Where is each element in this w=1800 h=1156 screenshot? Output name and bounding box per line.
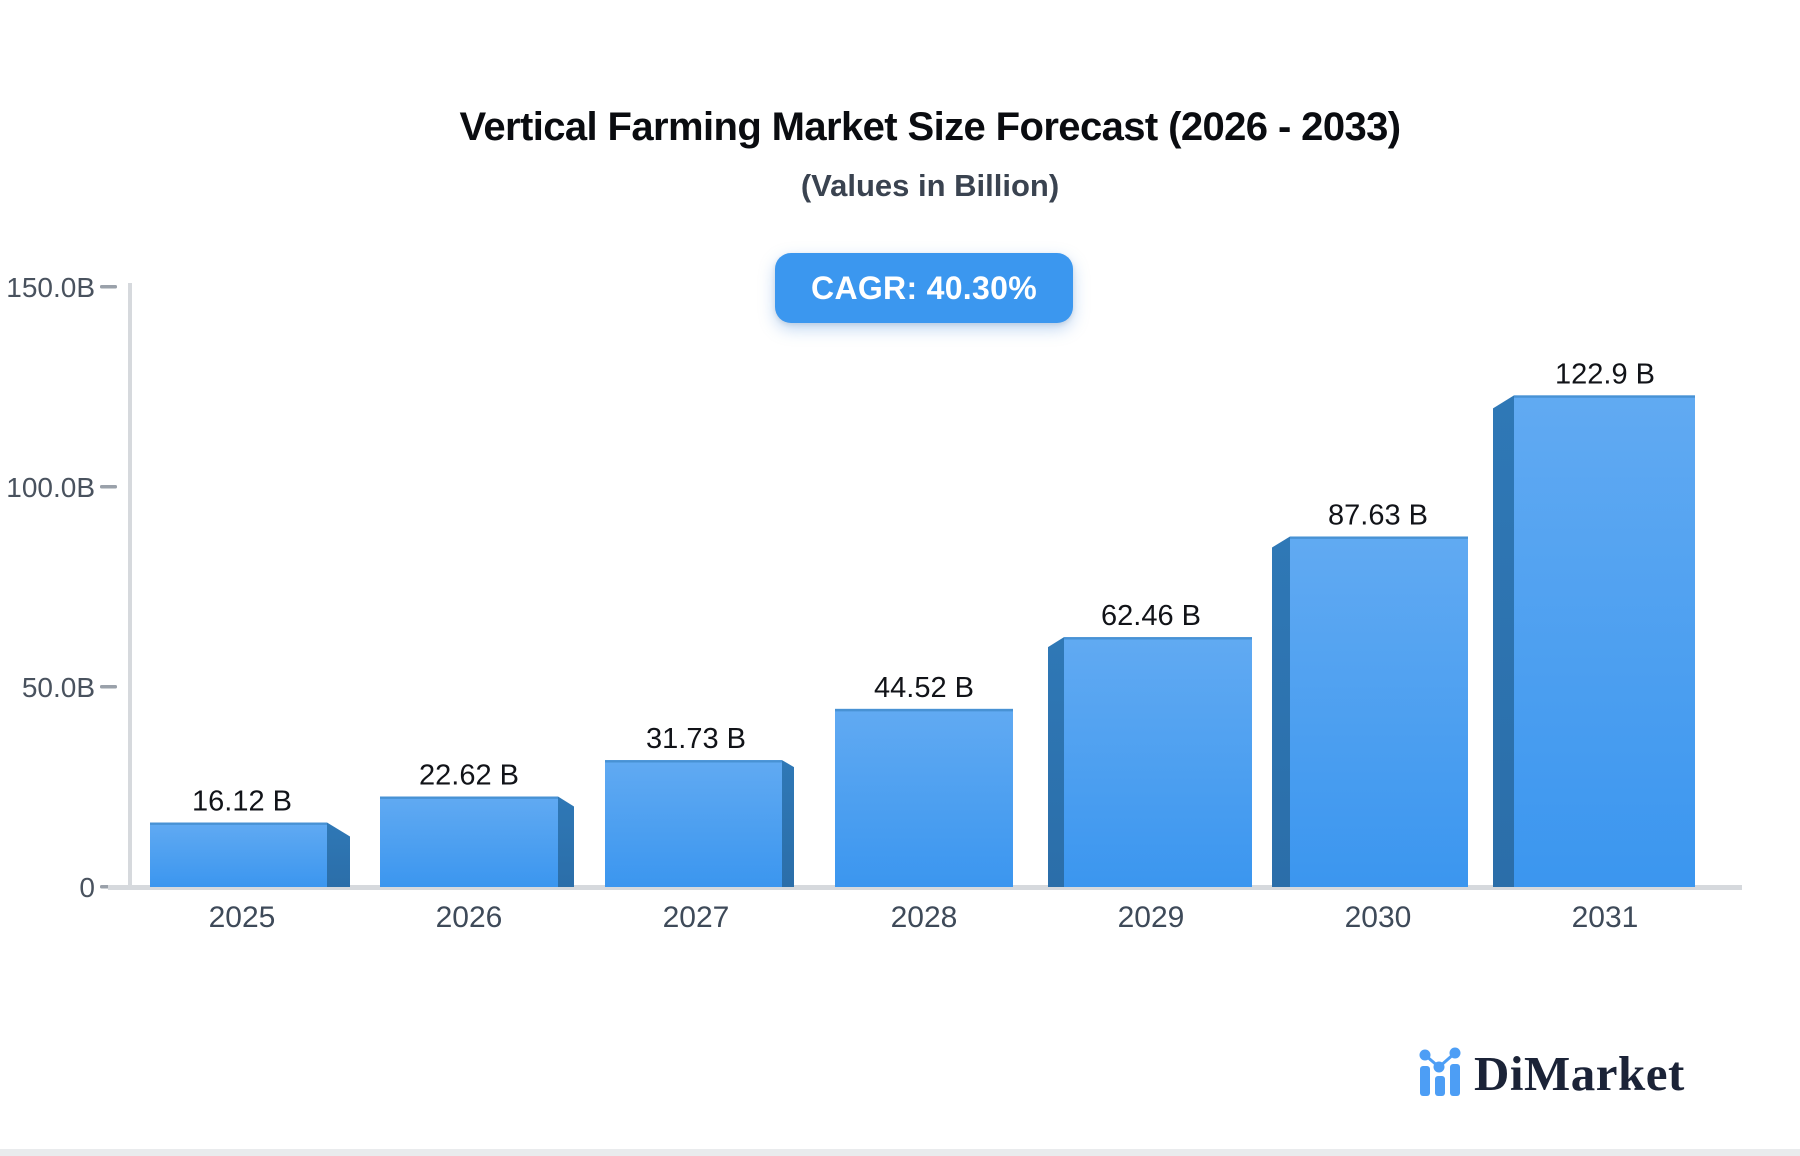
bar-side-2027 [782, 760, 794, 887]
x-tick-label: 2027 [663, 901, 730, 934]
dimarket-logo: DiMarket [1418, 1038, 1685, 1100]
x-tick-label: 2031 [1572, 901, 1639, 934]
bar-body-2028 [835, 708, 1013, 887]
bar-value-label: 87.63 B [1328, 499, 1428, 531]
chart-subtitle: (Values in Billion) [800, 168, 1060, 203]
y-tick-label: 50.0B [22, 672, 95, 703]
bar-side-2031 [1493, 395, 1514, 887]
bar-body-2029 [1064, 637, 1252, 887]
x-tick-label: 2028 [891, 901, 958, 934]
cagr-badge-label: CAGR: 40.30% [811, 269, 1037, 306]
bar-body-2025 [150, 822, 327, 887]
bar-body-2026 [380, 796, 558, 887]
bar-value-label: 44.52 B [874, 672, 974, 704]
bar-value-label: 122.9 B [1555, 358, 1655, 390]
y-tick-label: 0 [79, 872, 95, 903]
x-axis-line [108, 885, 1742, 890]
y-tick-mark [100, 285, 117, 289]
bar-value-label: 22.62 B [419, 760, 519, 792]
dimarket-logo-icon [1419, 1047, 1461, 1096]
bar-body-2031 [1514, 395, 1695, 887]
x-tick-label: 2025 [209, 901, 276, 934]
bottom-edge-strip [0, 1149, 1800, 1156]
bar-value-label: 31.73 B [646, 723, 746, 755]
x-tick-label: 2029 [1118, 901, 1185, 934]
bar-side-2030 [1272, 536, 1290, 887]
dimarket-logo-text: DiMarket [1474, 1046, 1685, 1101]
x-tick-label: 2026 [436, 901, 503, 934]
y-tick-mark [100, 685, 117, 689]
bar-value-label: 62.46 B [1101, 600, 1201, 632]
chart-title: Vertical Farming Market Size Forecast (2… [459, 105, 1402, 149]
bar-body-2030 [1290, 536, 1468, 887]
bar-side-2029 [1048, 637, 1064, 887]
x-tick-label: 2030 [1345, 901, 1412, 934]
cagr-badge: CAGR: 40.30% [775, 253, 1073, 323]
bar-value-label: 16.12 B [192, 786, 292, 818]
y-tick-label: 100.0B [6, 472, 95, 503]
bar-side-2026 [558, 796, 574, 887]
bar-side-2025 [327, 822, 350, 887]
y-tick-mark [100, 485, 117, 489]
bar-body-2027 [605, 760, 782, 887]
y-tick-label: 150.0B [6, 272, 95, 303]
y-axis-line [128, 283, 132, 887]
